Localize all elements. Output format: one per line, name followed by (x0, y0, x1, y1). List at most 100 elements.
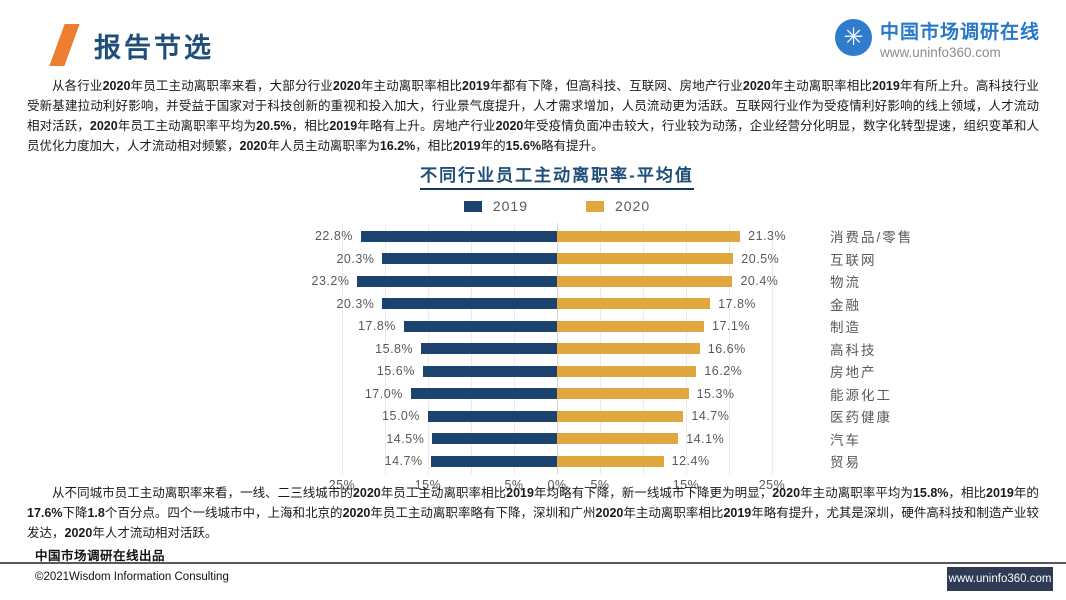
bar-zone-2020: 14.7% (557, 409, 822, 423)
page-title: 报告节选 (94, 32, 214, 63)
bar-2020 (557, 343, 700, 355)
axis-tick-label: 5% (504, 477, 524, 492)
bar-2020 (557, 365, 697, 377)
bar-2019 (357, 275, 557, 287)
bold-number: 2020 (64, 526, 93, 540)
bar-2020 (557, 298, 711, 310)
industry-label: 高科技 (830, 342, 877, 358)
paragraph-industry-analysis: 从各行业 2020 年员工主动离职率来看，大部分行业 2020 年主动离职率相比 2019… (27, 76, 1039, 156)
axis-tick-label: 15% (414, 477, 442, 492)
bar-zone-2019: 23.2% (292, 274, 557, 288)
gridline (385, 223, 386, 474)
bold-number: 2020 (742, 79, 771, 93)
text-segment: 略有提升。 (541, 139, 604, 153)
bold-number: 15.8% (912, 486, 949, 500)
bar-zone-2019: 17.0% (292, 387, 557, 401)
bar-zone-2019: 15.0% (292, 409, 557, 423)
bold-number: 2020 (239, 139, 268, 153)
value-label-2019: 23.2% (311, 274, 350, 289)
bar-zone-2020: 17.1% (557, 319, 822, 333)
text-segment: 年员工主动离职率来看，大部分行业 (130, 79, 333, 93)
bold-number: 2020 (342, 506, 371, 520)
chart-rows: 22.8% 21.3% 消费品/零售 20.3% 20.5% 互联网 23.2% 20.4% 物… (292, 223, 913, 474)
bold-number: 2019 (872, 79, 900, 93)
bold-number: 2020 (772, 486, 801, 500)
bar-2019 (360, 230, 557, 242)
gridline (342, 223, 343, 474)
legend-item-2020: 2020 (586, 198, 650, 214)
text-segment: ，相比 (291, 119, 330, 133)
value-label-2019: 20.3% (336, 251, 375, 266)
text-segment: 年受疫情负面冲击较大，行业较为动荡，企业经营分化明显，数字化转型提速，组织变革和… (27, 119, 1039, 153)
industry-label: 物流 (830, 275, 861, 291)
value-label-2020: 14.7% (691, 409, 730, 424)
chart-title: 不同行业员工主动离职率-平均值 (420, 161, 694, 190)
bar-zone-2019: 15.6% (292, 364, 557, 378)
text-segment: 年的 (1013, 486, 1039, 500)
text-segment: 年主动离职率相比 (360, 79, 463, 93)
brand-text: 中国市场调研在线 www.uninfo360.com (880, 17, 1040, 60)
text-segment: 年员工主动离职率平均为 (117, 119, 257, 133)
bar-2020 (557, 275, 733, 287)
value-label-2019: 14.5% (386, 431, 425, 446)
axis-tick-label: 25% (328, 477, 356, 492)
industry-label: 房地产 (830, 365, 877, 381)
text-segment: 年均略有下降，新一线城市下降更为明显， (533, 486, 773, 500)
brand-url-link[interactable]: www.uninfo360.com (879, 45, 1001, 60)
bar-2019 (428, 410, 557, 422)
value-label-2020: 15.3% (696, 386, 735, 401)
chart-row: 15.6% 16.2% 房地产 (292, 360, 913, 383)
bar-zone-2020: 17.8% (557, 297, 822, 311)
value-label-2019: 22.8% (314, 229, 353, 244)
text-segment: 年主动离职率平均为 (800, 486, 913, 500)
footer-site-badge[interactable]: www.uninfo360.com (947, 567, 1053, 591)
bar-zone-2019: 20.3% (292, 297, 557, 311)
bar-2019 (382, 298, 557, 310)
brand-block: ✳ 中国市场调研在线 www.uninfo360.com (834, 17, 1040, 60)
bar-2019 (410, 388, 557, 400)
bar-zone-2020: 16.2% (557, 364, 822, 378)
value-label-2019: 20.3% (336, 296, 375, 311)
snowflake-logo-icon: ✳ (834, 19, 872, 56)
bar-zone-2019: 20.3% (292, 252, 557, 266)
bar-zone-2020: 16.6% (557, 342, 822, 356)
footer-copyright: ©2021Wisdom Information Consulting (35, 571, 229, 583)
chart-row: 14.5% 14.1% 汽车 (292, 428, 913, 451)
industry-label: 汽车 (830, 432, 861, 448)
text-segment: 下降 (62, 506, 88, 520)
value-label-2020: 16.6% (707, 341, 746, 356)
bar-2019 (403, 320, 557, 332)
bar-2020 (557, 410, 684, 422)
industry-label: 能源化工 (830, 387, 892, 403)
bar-zone-2019: 15.8% (292, 342, 557, 356)
bold-number: 2019 (986, 486, 1014, 500)
legend-label-2019: 2019 (492, 198, 528, 214)
bar-zone-2020: 20.4% (557, 274, 822, 288)
gridline (729, 223, 730, 474)
bar-2019 (382, 253, 557, 265)
chart-row: 23.2% 20.4% 物流 (292, 270, 913, 293)
text-segment: ，相比 (415, 139, 453, 153)
bold-number: 2019 (506, 486, 534, 500)
bar-2020 (557, 253, 734, 265)
text-segment: 年员工主动离职率相比 (380, 486, 507, 500)
chart-row: 22.8% 21.3% 消费品/零售 (292, 225, 913, 248)
chart-row: 15.8% 16.6% 高科技 (292, 338, 913, 361)
value-label-2019: 15.8% (375, 341, 414, 356)
chart-row: 15.0% 14.7% 医药健康 (292, 405, 913, 428)
bar-2020 (557, 455, 664, 467)
value-label-2019: 17.0% (364, 386, 403, 401)
paragraph-city-analysis: 从不同城市员工主动离职率来看，一线、二三线城市的2020年员工主动离职率相比20… (27, 483, 1039, 543)
value-label-2020: 17.1% (712, 319, 750, 334)
bold-number: 2020 (495, 119, 524, 133)
chart-legend: 2019 2020 (292, 198, 822, 214)
bar-2019 (421, 343, 557, 355)
chart-row: 20.3% 20.5% 互联网 (292, 248, 913, 271)
text-segment: 从各行业 (52, 79, 103, 93)
bar-2019 (432, 433, 557, 445)
industry-label: 制造 (830, 320, 861, 336)
bold-number: 2019 (329, 119, 358, 133)
industry-label: 金融 (830, 297, 861, 313)
value-label-2019: 15.0% (382, 409, 420, 424)
